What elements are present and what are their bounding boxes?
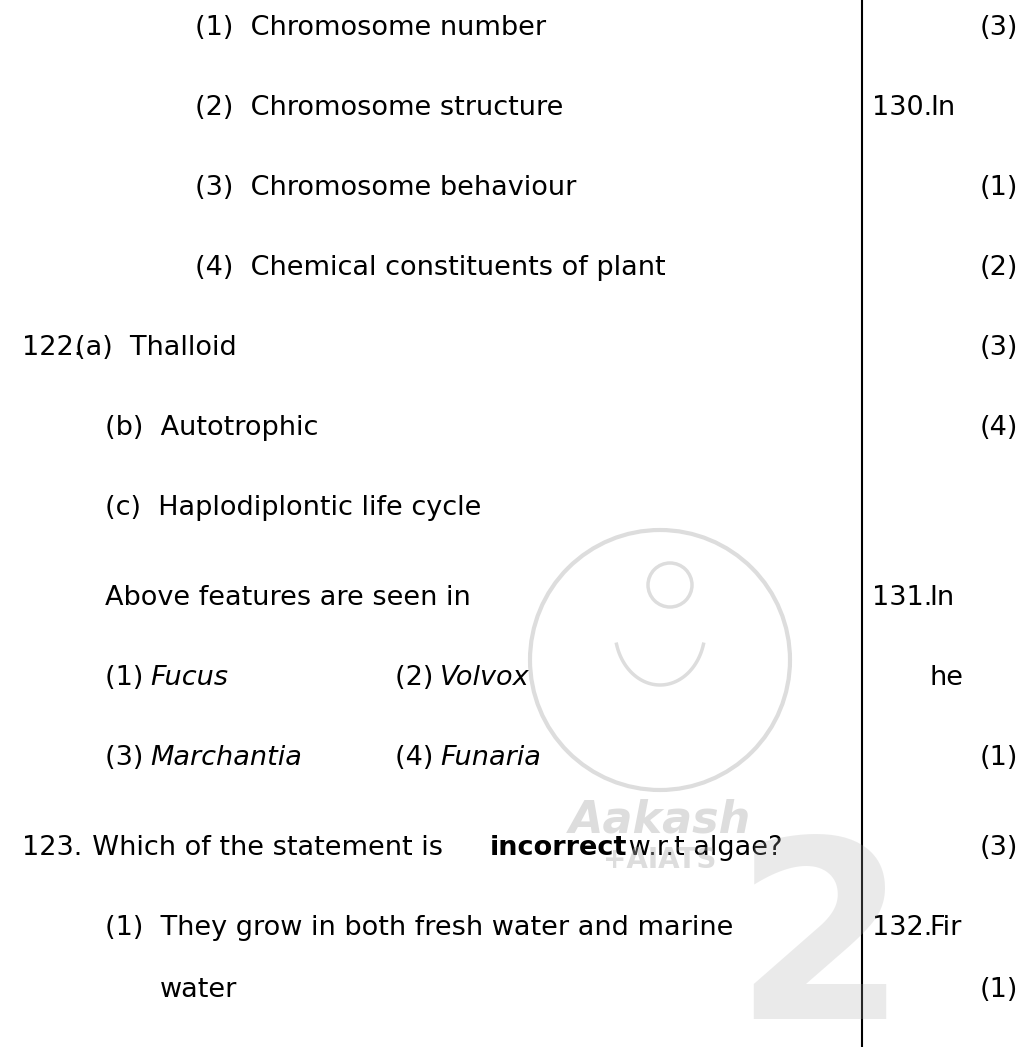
Text: (4): (4) xyxy=(980,415,1019,441)
Text: (2)  Chromosome structure: (2) Chromosome structure xyxy=(195,95,563,121)
Text: (3)  Chromosome behaviour: (3) Chromosome behaviour xyxy=(195,175,577,201)
Text: water: water xyxy=(160,977,238,1003)
Text: he: he xyxy=(929,665,963,691)
Text: Marchantia: Marchantia xyxy=(150,745,302,771)
Text: 131.: 131. xyxy=(872,585,932,611)
Text: In: In xyxy=(930,95,955,121)
Text: Fucus: Fucus xyxy=(150,665,228,691)
Text: (4)  Chemical constituents of plant: (4) Chemical constituents of plant xyxy=(195,255,666,281)
Text: Fir: Fir xyxy=(929,915,962,941)
Text: (1): (1) xyxy=(980,977,1019,1003)
Text: In: In xyxy=(929,585,954,611)
Text: Aakash: Aakash xyxy=(569,799,752,842)
Text: (a)  Thalloid: (a) Thalloid xyxy=(75,335,237,361)
Text: (3): (3) xyxy=(980,335,1019,361)
Text: Which of the statement is: Which of the statement is xyxy=(75,836,452,861)
Text: (b)  Autotrophic: (b) Autotrophic xyxy=(105,415,318,441)
Text: +AIATS: +AIATS xyxy=(603,846,717,874)
Text: (2): (2) xyxy=(395,665,451,691)
Text: (4): (4) xyxy=(395,745,451,771)
Text: Above features are seen in: Above features are seen in xyxy=(105,585,471,611)
Text: (3): (3) xyxy=(980,836,1019,861)
Text: (1): (1) xyxy=(980,745,1019,771)
Text: 130.: 130. xyxy=(872,95,932,121)
Text: 122.: 122. xyxy=(22,335,82,361)
Text: (1)  They grow in both fresh water and marine: (1) They grow in both fresh water and ma… xyxy=(105,915,733,941)
Text: incorrect: incorrect xyxy=(490,836,628,861)
Text: 132.: 132. xyxy=(872,915,932,941)
Text: (2): (2) xyxy=(980,255,1019,281)
Text: (1)  Chromosome number: (1) Chromosome number xyxy=(195,15,546,41)
Text: (1): (1) xyxy=(105,665,161,691)
Text: Funaria: Funaria xyxy=(440,745,541,771)
Text: Volvox: Volvox xyxy=(440,665,529,691)
Text: (c)  Haplodiplontic life cycle: (c) Haplodiplontic life cycle xyxy=(105,495,481,521)
Text: (3): (3) xyxy=(105,745,161,771)
Text: (3): (3) xyxy=(980,15,1019,41)
Text: w.r.t algae?: w.r.t algae? xyxy=(620,836,782,861)
Text: 123.: 123. xyxy=(22,836,82,861)
Text: (1): (1) xyxy=(980,175,1019,201)
Text: 2: 2 xyxy=(733,829,907,1047)
